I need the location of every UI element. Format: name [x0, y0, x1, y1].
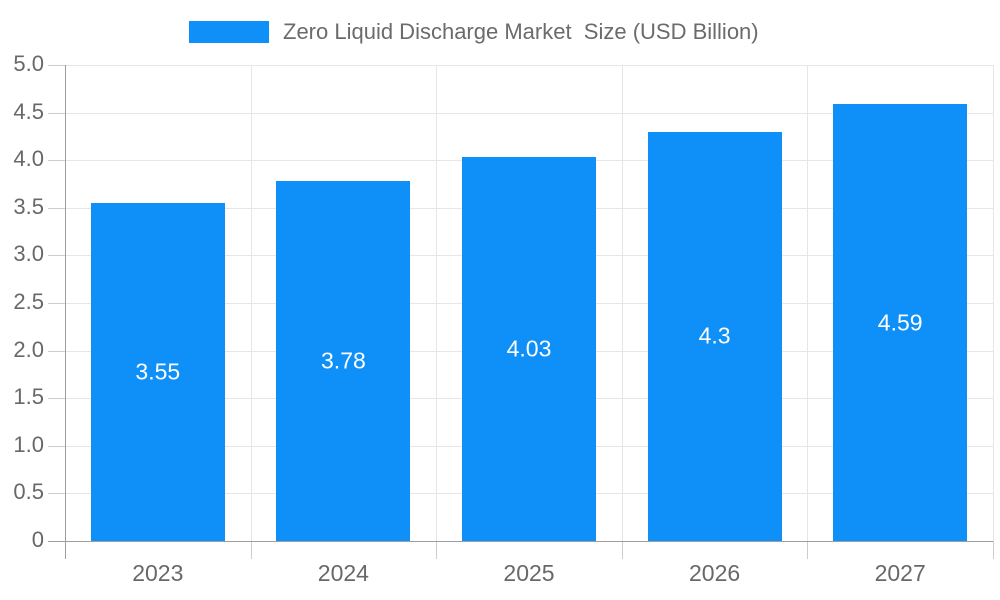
bar-value-label: 4.59 — [877, 309, 923, 336]
x-axis-line — [48, 541, 993, 542]
y-axis-tick — [48, 398, 65, 400]
x-axis-tick — [250, 541, 252, 559]
bar[interactable] — [462, 157, 596, 541]
y-axis-label: 5.0 — [13, 51, 44, 77]
gridline-vertical — [621, 65, 623, 541]
bar[interactable] — [90, 203, 225, 541]
gridline-vertical — [436, 65, 438, 541]
x-axis-label: 2023 — [132, 560, 184, 586]
y-axis-label: 0.5 — [13, 479, 44, 505]
y-axis-label: 1.5 — [13, 384, 44, 410]
x-axis-tick — [436, 541, 438, 559]
gridline-vertical — [807, 65, 809, 541]
bar-value-label: 3.78 — [321, 347, 366, 374]
bar-value-label: 4.03 — [506, 335, 552, 362]
y-axis-tick — [48, 160, 65, 162]
y-axis-tick — [48, 493, 65, 495]
y-axis-label: 2.5 — [13, 289, 44, 315]
y-axis-label: 3.0 — [13, 241, 44, 267]
y-axis-label: 4.5 — [13, 98, 44, 124]
bar[interactable] — [833, 104, 968, 541]
y-axis-label: 4.0 — [13, 146, 44, 172]
y-axis-tick — [48, 207, 65, 209]
bar[interactable] — [647, 131, 782, 541]
y-axis-tick — [48, 350, 65, 352]
y-axis-tick — [48, 255, 65, 257]
gridline-horizontal — [65, 112, 993, 114]
x-axis-tick — [807, 541, 809, 559]
y-axis-tick — [48, 303, 65, 304]
y-axis-tick — [48, 112, 65, 114]
y-axis-label: 1.0 — [13, 432, 44, 458]
y-axis-label: 3.5 — [13, 194, 44, 220]
bar-value-label: 3.55 — [135, 358, 181, 385]
y-axis-tick — [48, 445, 65, 447]
x-axis-label: 2025 — [503, 560, 555, 586]
chart-legend[interactable]: Zero Liquid Discharge Market Size (USD B… — [189, 20, 759, 44]
y-axis-label: 2.0 — [13, 336, 44, 362]
x-axis-tick — [621, 541, 623, 559]
bar-value-label: 4.3 — [698, 322, 731, 349]
gridline-vertical — [250, 65, 252, 541]
gridline-vertical — [993, 65, 994, 541]
y-axis-tick — [48, 65, 65, 66]
y-axis-line — [65, 65, 66, 559]
legend-label: Zero Liquid Discharge Market Size (USD B… — [283, 19, 759, 44]
legend-swatch-icon — [189, 21, 269, 43]
x-axis-label: 2024 — [317, 560, 369, 586]
x-axis-label: 2026 — [689, 560, 741, 586]
y-axis-label: 0 — [31, 527, 44, 553]
x-axis-tick — [993, 541, 994, 559]
x-axis-label: 2027 — [874, 560, 926, 586]
bar[interactable] — [276, 181, 411, 541]
gridline-horizontal — [65, 65, 993, 66]
